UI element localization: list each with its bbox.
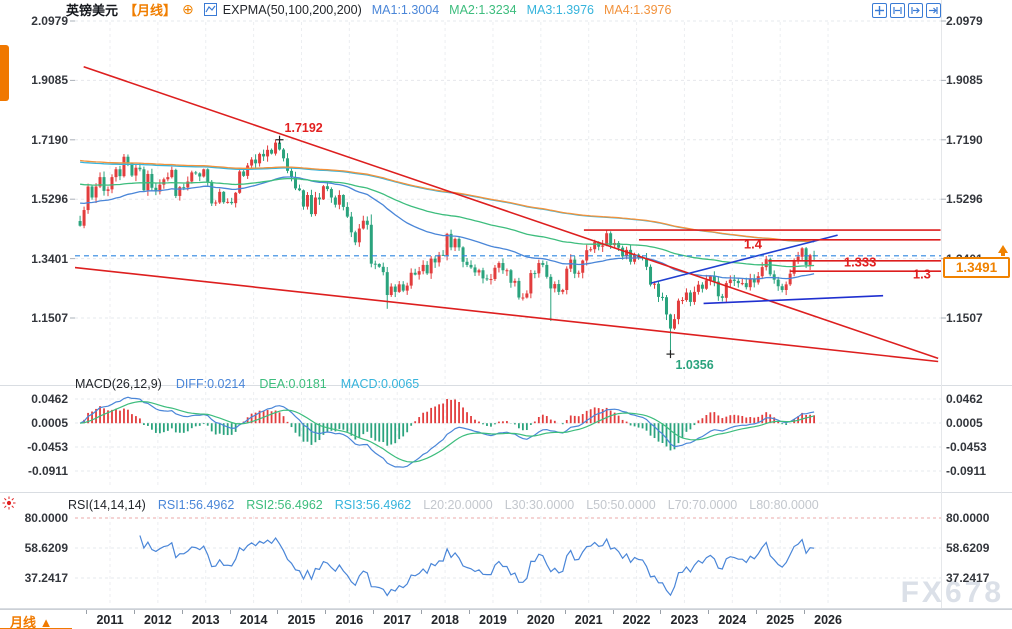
year-tick [516, 610, 518, 614]
year-tick [564, 610, 566, 614]
year-tick [229, 610, 231, 614]
year-label: 2021 [574, 613, 603, 627]
year-label: 2012 [143, 613, 172, 627]
year-tick [468, 610, 470, 614]
year-label: 2023 [670, 613, 699, 627]
rsi-l30-value: L30:30.0000 [504, 498, 575, 512]
year-label: 2020 [526, 613, 555, 627]
year-tick [804, 610, 806, 614]
year-label: 2013 [191, 613, 220, 627]
rsi-l20-value: L20:20.0000 [423, 498, 493, 512]
last-price-badge: 1.3491 [943, 257, 1010, 278]
chart-type-icon[interactable] [203, 3, 217, 16]
macd-bar-value: MACD:0.0065 [340, 377, 420, 391]
rsi1-value: RSI1:56.4962 [157, 498, 235, 512]
ma2-value: MA2:1.3234 [449, 2, 517, 17]
macd-legend: MACD(26,12,9) DIFF:0.0214 DEA:0.0181 MAC… [75, 377, 419, 391]
year-label: 2011 [96, 613, 124, 627]
watermark: FX678 [900, 576, 1004, 609]
period-selector[interactable]: 月线 ▲ [10, 615, 53, 629]
candles-layer [78, 139, 816, 355]
rsi-line [139, 535, 815, 597]
grid-layer [0, 0, 1012, 609]
rsi2-value: RSI2:56.4962 [246, 498, 323, 512]
indicator-name[interactable]: EXPMA(50,100,200,200) [222, 2, 362, 17]
price-up-arrow-icon [998, 245, 1008, 253]
year-tick [181, 610, 183, 614]
side-drawer-handle[interactable] [0, 45, 9, 101]
period-up-arrow-icon: ▲ [39, 615, 53, 629]
year-label: 2026 [814, 613, 842, 627]
year-tick [325, 610, 327, 614]
scroll-right-icon[interactable] [908, 3, 923, 18]
year-label: 2025 [766, 613, 795, 627]
jump-to-latest-icon[interactable] [926, 3, 941, 18]
year-tick [756, 610, 758, 614]
macd-dea-value: DEA:0.0181 [259, 377, 327, 391]
extreme-markers [275, 135, 675, 359]
ma4-value: MA4:1.3976 [604, 2, 672, 17]
rsi-l80-value: L80:80.0000 [749, 498, 819, 512]
indicator-settings-icon[interactable] [2, 496, 16, 515]
trendline[interactable] [650, 234, 838, 284]
trendline[interactable] [703, 294, 884, 305]
chart-toolbar [872, 3, 941, 18]
year-tick [86, 610, 87, 614]
trendline[interactable] [74, 266, 939, 363]
year-tick [421, 610, 423, 614]
year-tick [660, 610, 662, 614]
year-label: 2022 [622, 613, 651, 627]
add-indicator-icon[interactable]: ⊕ [182, 1, 194, 17]
price-up-arrow-tail [1001, 253, 1005, 256]
macd-histogram [83, 398, 815, 451]
year-label: 2024 [718, 613, 747, 627]
year-tick [277, 610, 279, 614]
ema-ma2-line [80, 177, 815, 268]
trendlines-layer[interactable] [74, 65, 948, 363]
macd-diff-line [79, 396, 815, 468]
year-tick [708, 610, 710, 614]
macd-diff-value: DIFF:0.0214 [175, 377, 246, 391]
rsi-l50-value: L50:50.0000 [586, 498, 656, 512]
fit-width-icon[interactable] [890, 3, 905, 18]
ma3-value: MA3:1.3976 [526, 2, 595, 17]
year-tick [612, 610, 614, 614]
macd-label: MACD(26,12,9) [75, 377, 162, 391]
chart-header: 英镑美元 【月线】 ⊕ EXPMA(50,100,200,200) MA1:1.… [66, 1, 671, 18]
rsi-label: RSI(14,14,14) [68, 498, 146, 512]
time-axis-bar: 月线 ▲ 2011 2012 2013 2014 2015 2016 2017 2018 201… [0, 609, 1012, 629]
year-label: 2014 [239, 613, 268, 627]
year-tick [133, 610, 135, 614]
rsi3-value: RSI3:56.4962 [334, 498, 412, 512]
timeframe-label[interactable]: 【月线】 [124, 3, 177, 18]
trendline[interactable] [83, 65, 939, 360]
year-label: 2016 [335, 613, 364, 627]
year-label: 2018 [431, 613, 459, 627]
year-label: 2019 [479, 613, 507, 627]
year-tick [373, 610, 375, 614]
ma1-value: MA1:1.3004 [371, 2, 440, 17]
ema-ma4-line [80, 159, 815, 243]
symbol-name: 英镑美元 [66, 3, 119, 18]
year-label: 2017 [383, 613, 412, 627]
pan-tool-icon[interactable] [872, 3, 887, 18]
rsi-l70-value: L70:70.0000 [667, 498, 738, 512]
year-label: 2015 [287, 613, 316, 627]
macd-dea-line [80, 400, 815, 463]
rsi-legend: RSI(14,14,14) RSI1:56.4962 RSI2:56.4962 … [68, 498, 819, 512]
